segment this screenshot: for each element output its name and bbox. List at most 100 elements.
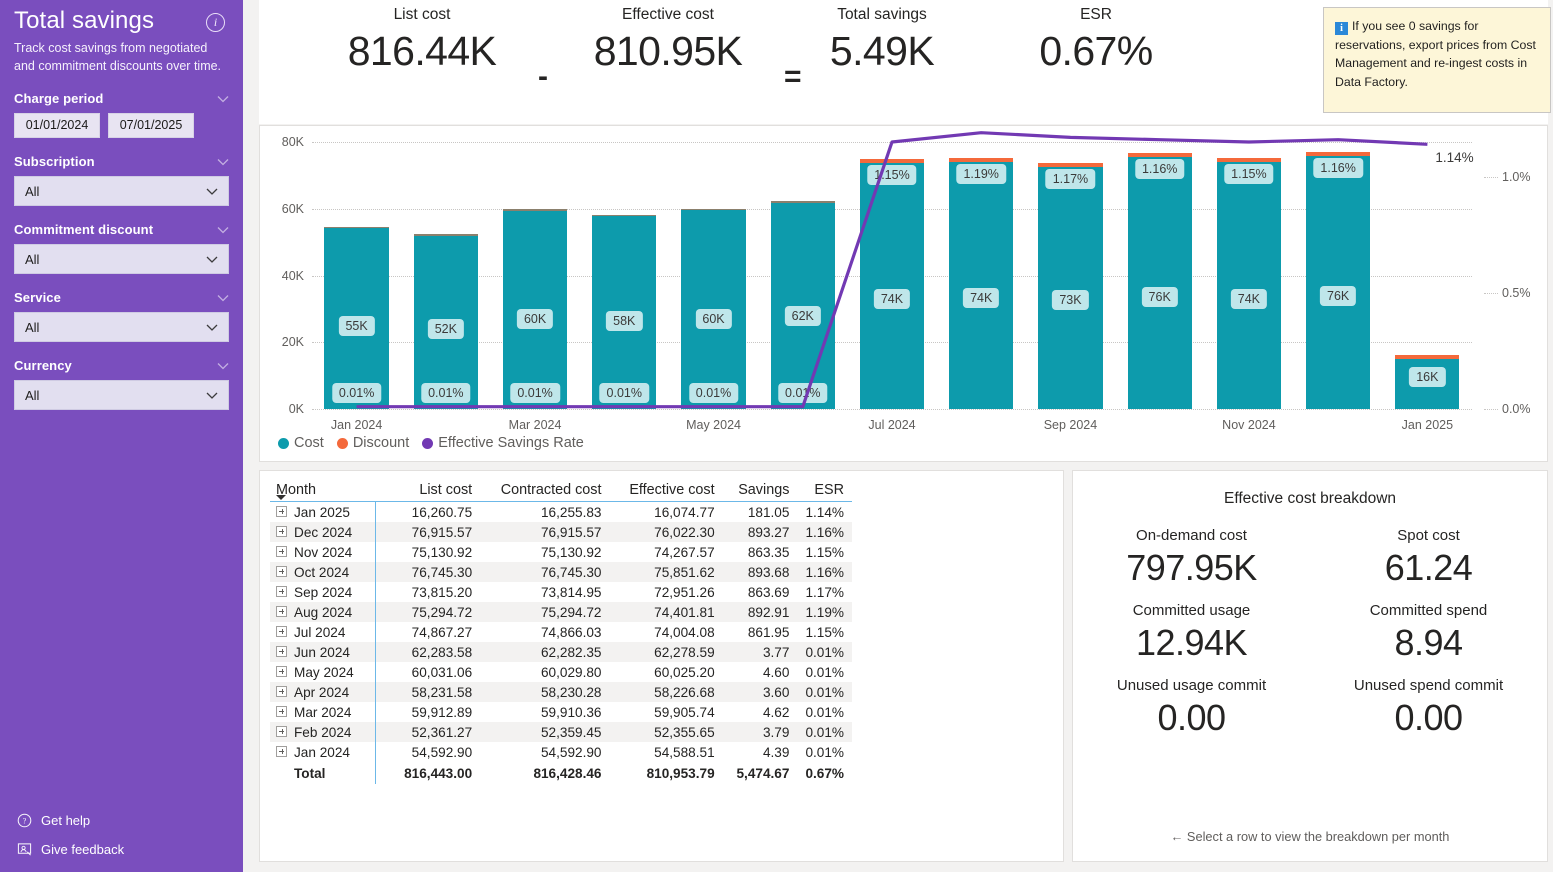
column-header-list-cost[interactable]: List cost xyxy=(375,479,481,502)
expand-row-icon[interactable] xyxy=(276,745,287,757)
table-cell-esr: 1.16% xyxy=(797,562,852,582)
table-row[interactable]: Feb 2024 52,361.27 52,359.45 52,355.65 3.79 0… xyxy=(270,722,852,742)
table-cell-contracted-cost: 75,130.92 xyxy=(541,544,602,560)
chart-bar[interactable] xyxy=(1306,152,1371,409)
table-cell-contracted-cost: 58,230.28 xyxy=(480,682,610,702)
expand-row-icon[interactable] xyxy=(276,645,287,657)
filter-service: Service All xyxy=(14,290,229,342)
expand-row-icon[interactable] xyxy=(276,725,287,737)
table-cell-esr: 1.14% xyxy=(805,504,844,520)
chevron-down-icon[interactable] xyxy=(217,156,229,168)
subscription-dropdown[interactable]: All xyxy=(14,176,229,206)
table-cell-month-label: Mar 2024 xyxy=(294,704,352,720)
table-row[interactable]: Mar 2024 59,912.89 59,910.36 59,905.74 4.62 0… xyxy=(270,702,852,722)
table-cell-month[interactable]: Feb 2024 xyxy=(270,722,376,742)
table-cell-month-label: Aug 2024 xyxy=(294,604,353,620)
get-help-link[interactable]: ? Get help xyxy=(14,806,224,835)
info-icon[interactable]: i xyxy=(206,13,225,32)
charge-period-start-input[interactable]: 01/01/2024 xyxy=(14,113,100,138)
filter-charge-period-header[interactable]: Charge period xyxy=(14,91,229,106)
table-row[interactable]: Sep 2024 73,815.20 73,814.95 72,951.26 863.6… xyxy=(270,582,852,602)
expand-row-icon[interactable] xyxy=(276,625,287,637)
table-cell-month[interactable]: Dec 2024 xyxy=(270,522,376,542)
legend-item-cost[interactable]: Cost xyxy=(278,435,324,451)
table-row[interactable]: Jan 2024 54,592.90 54,592.90 54,588.51 4.39 0… xyxy=(270,742,852,762)
chevron-down-icon[interactable] xyxy=(217,224,229,236)
expand-row-icon[interactable] xyxy=(276,605,287,617)
column-header-contracted-cost[interactable]: Contracted cost xyxy=(480,479,610,502)
expand-row-icon[interactable] xyxy=(276,505,287,517)
chart-bar-label-wrap: 62K 0.01% xyxy=(771,201,835,409)
table-row[interactable]: Jul 2024 74,867.27 74,866.03 74,004.08 861.9… xyxy=(270,622,852,642)
table-row[interactable]: Oct 2024 76,745.30 76,745.30 75,851.62 893.6… xyxy=(270,562,852,582)
table-cell-month[interactable]: Jan 2025 xyxy=(270,501,376,522)
table-row[interactable]: Jun 2024 62,283.58 62,282.35 62,278.59 3.77 0… xyxy=(270,642,852,662)
chevron-down-icon[interactable] xyxy=(217,360,229,372)
chart-bar[interactable] xyxy=(949,157,1014,409)
charge-period-end-input[interactable]: 07/01/2025 xyxy=(108,113,194,138)
chart-esr-value-label: 1.19% xyxy=(956,163,1006,184)
expand-row-icon[interactable] xyxy=(276,705,287,717)
chart-bar-discount-segment xyxy=(949,157,1014,162)
table-row[interactable]: Dec 2024 76,915.57 76,915.57 76,022.30 893.2… xyxy=(270,522,852,542)
table-row[interactable]: Apr 2024 58,231.58 58,230.28 58,226.68 3.60 0… xyxy=(270,682,852,702)
table-row[interactable]: Nov 2024 75,130.92 75,130.92 74,267.57 863.3… xyxy=(270,542,852,562)
table-cell-effective-cost: 60,025.20 xyxy=(654,664,715,680)
table-cell-month[interactable]: May 2024 xyxy=(270,662,376,682)
column-header-esr[interactable]: ESR xyxy=(797,479,852,502)
chart-bar-label-wrap: 60K 0.01% xyxy=(681,209,745,409)
column-header-month[interactable]: Month xyxy=(270,479,376,502)
chart-bar[interactable] xyxy=(1038,162,1103,409)
table-cell-month[interactable]: Apr 2024 xyxy=(270,682,376,702)
chart-x-axis-tick: Mar 2024 xyxy=(508,418,562,432)
breakdown-value-committed-usage: 12.94K xyxy=(1135,622,1248,663)
expand-row-icon[interactable] xyxy=(276,585,287,597)
sidebar-footer: ? Get help Give feedback xyxy=(14,806,224,864)
chart-bar[interactable] xyxy=(770,201,835,409)
table-cell-month[interactable]: Sep 2024 xyxy=(270,582,376,602)
chevron-down-icon[interactable] xyxy=(217,292,229,304)
chart-bar[interactable] xyxy=(1216,158,1282,409)
expand-row-icon[interactable] xyxy=(276,545,287,557)
give-feedback-link[interactable]: Give feedback xyxy=(14,835,224,864)
table-cell-month[interactable]: Aug 2024 xyxy=(270,602,376,622)
filter-currency-header[interactable]: Currency xyxy=(14,358,229,373)
chart-bar-label-wrap: 74K 1.19% xyxy=(949,158,1013,409)
column-header-effective-cost[interactable]: Effective cost xyxy=(609,479,723,502)
legend-swatch-discount xyxy=(336,437,348,449)
table-cell-month[interactable]: Mar 2024 xyxy=(270,702,376,722)
service-dropdown[interactable]: All xyxy=(14,312,229,342)
table-cell-effective-cost: 74,267.57 xyxy=(654,544,715,560)
expand-row-icon[interactable] xyxy=(276,525,287,537)
chevron-down-icon[interactable] xyxy=(217,93,229,105)
expand-row-icon[interactable] xyxy=(276,665,287,677)
sort-descending-icon xyxy=(276,495,286,500)
table-cell-month[interactable]: Jul 2024 xyxy=(270,622,376,642)
expand-row-icon[interactable] xyxy=(276,565,287,577)
chart-plot-area[interactable]: 0K 20K 40K 60K 80K 0.0% 0.5% 1.0% 55K 0.01% 52K 0.0… xyxy=(282,142,1531,432)
filter-commitment-discount: Commitment discount All xyxy=(14,222,229,274)
chart-bar-discount-segment xyxy=(502,209,568,211)
filter-service-header[interactable]: Service xyxy=(14,290,229,305)
table-cell-month[interactable]: Jan 2024 xyxy=(270,742,376,762)
table-cell-month[interactable]: Nov 2024 xyxy=(270,542,376,562)
table-row[interactable]: Aug 2024 75,294.72 75,294.72 74,401.81 892.9… xyxy=(270,602,852,622)
chart-bar[interactable] xyxy=(681,208,746,409)
savings-table-card: Month List cost Contracted cost Effectiv… xyxy=(259,470,1064,862)
column-header-savings[interactable]: Savings xyxy=(722,479,798,502)
currency-dropdown[interactable]: All xyxy=(14,380,229,410)
table-cell-month[interactable]: Oct 2024 xyxy=(270,562,376,582)
table-cell-month[interactable]: Jun 2024 xyxy=(270,642,376,662)
kpi-esr-value: 0.67% xyxy=(1039,28,1153,74)
chart-bar[interactable] xyxy=(1127,152,1192,409)
commitment-discount-dropdown[interactable]: All xyxy=(14,244,229,274)
legend-item-effective-savings-rate[interactable]: Effective Savings Rate xyxy=(422,435,584,451)
table-row[interactable]: May 2024 60,031.06 60,029.80 60,025.20 4.60 0… xyxy=(270,662,852,682)
filter-commitment-discount-header[interactable]: Commitment discount xyxy=(14,222,229,237)
table-row[interactable]: Jan 2025 16,260.75 16,255.83 16,074.77 181.0… xyxy=(270,501,852,522)
savings-table[interactable]: Month List cost Contracted cost Effectiv… xyxy=(270,479,852,784)
filter-subscription-header[interactable]: Subscription xyxy=(14,154,229,169)
expand-row-icon[interactable] xyxy=(276,685,287,697)
table-total-savings: 5,474.67 xyxy=(736,766,790,781)
legend-item-discount[interactable]: Discount xyxy=(336,435,409,451)
